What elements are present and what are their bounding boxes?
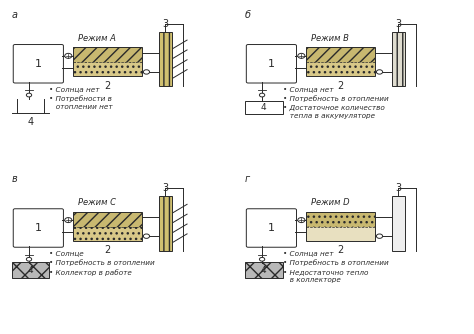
Text: 1: 1 <box>35 59 42 69</box>
Text: 3: 3 <box>163 183 168 193</box>
Circle shape <box>65 53 72 58</box>
Bar <box>306 211 374 227</box>
Bar <box>73 211 142 227</box>
Text: Режим A: Режим A <box>78 34 116 43</box>
Text: 2: 2 <box>104 245 110 255</box>
Bar <box>159 32 172 87</box>
Bar <box>12 263 49 278</box>
Text: 3: 3 <box>395 183 401 193</box>
Text: Режим B: Режим B <box>311 34 349 43</box>
Bar <box>73 62 142 76</box>
Bar <box>392 32 405 87</box>
Circle shape <box>27 93 32 97</box>
Circle shape <box>143 234 149 238</box>
Text: Режим C: Режим C <box>78 198 116 207</box>
Bar <box>306 47 374 76</box>
Circle shape <box>376 234 383 238</box>
Text: б: б <box>245 10 251 20</box>
Text: а: а <box>12 10 18 20</box>
FancyBboxPatch shape <box>246 44 297 83</box>
Bar <box>306 47 374 62</box>
Circle shape <box>27 258 32 261</box>
Bar <box>73 227 142 240</box>
Text: 4: 4 <box>27 117 34 127</box>
Bar <box>245 101 283 114</box>
Text: 2: 2 <box>337 81 343 91</box>
Bar <box>245 263 283 278</box>
Bar <box>306 211 374 240</box>
Circle shape <box>143 70 149 74</box>
Bar <box>306 62 374 76</box>
Circle shape <box>298 53 305 58</box>
Text: • Солнца нет
• Потребность в отоплении
• Недостаточно тепло
   в коллекторе: • Солнца нет • Потребность в отоплении •… <box>283 250 388 284</box>
Text: 4: 4 <box>261 103 266 112</box>
Text: 1: 1 <box>35 223 42 233</box>
Text: • Солнца нет
• Потребность в отоплении
• Достаточное количество
   тепла в аккум: • Солнца нет • Потребность в отоплении •… <box>283 86 388 119</box>
Text: 3: 3 <box>395 19 401 29</box>
Bar <box>73 211 142 240</box>
Circle shape <box>376 70 383 74</box>
Bar <box>159 196 172 251</box>
FancyBboxPatch shape <box>13 209 64 247</box>
Bar <box>392 196 405 251</box>
Text: 4: 4 <box>261 266 266 275</box>
Text: Режим D: Режим D <box>311 198 350 207</box>
Text: • Солнце
• Потребность в отоплении
• Коллектор в работе: • Солнце • Потребность в отоплении • Кол… <box>49 250 155 276</box>
Text: 2: 2 <box>337 245 343 255</box>
Bar <box>306 227 374 240</box>
Text: 2: 2 <box>104 81 110 91</box>
Text: 1: 1 <box>268 59 275 69</box>
Text: в: в <box>12 174 18 184</box>
Text: • Солнца нет
• Потребности в
   отоплении нет: • Солнца нет • Потребности в отоплении н… <box>49 86 113 111</box>
Circle shape <box>298 217 305 222</box>
FancyBboxPatch shape <box>246 209 297 247</box>
Text: г: г <box>245 174 250 184</box>
Circle shape <box>259 93 265 97</box>
Text: 4: 4 <box>28 266 33 275</box>
FancyBboxPatch shape <box>13 44 64 83</box>
Bar <box>73 47 142 62</box>
Text: 3: 3 <box>163 19 168 29</box>
Circle shape <box>259 258 265 261</box>
Circle shape <box>65 217 72 222</box>
Text: 1: 1 <box>268 223 275 233</box>
Bar <box>73 47 142 76</box>
